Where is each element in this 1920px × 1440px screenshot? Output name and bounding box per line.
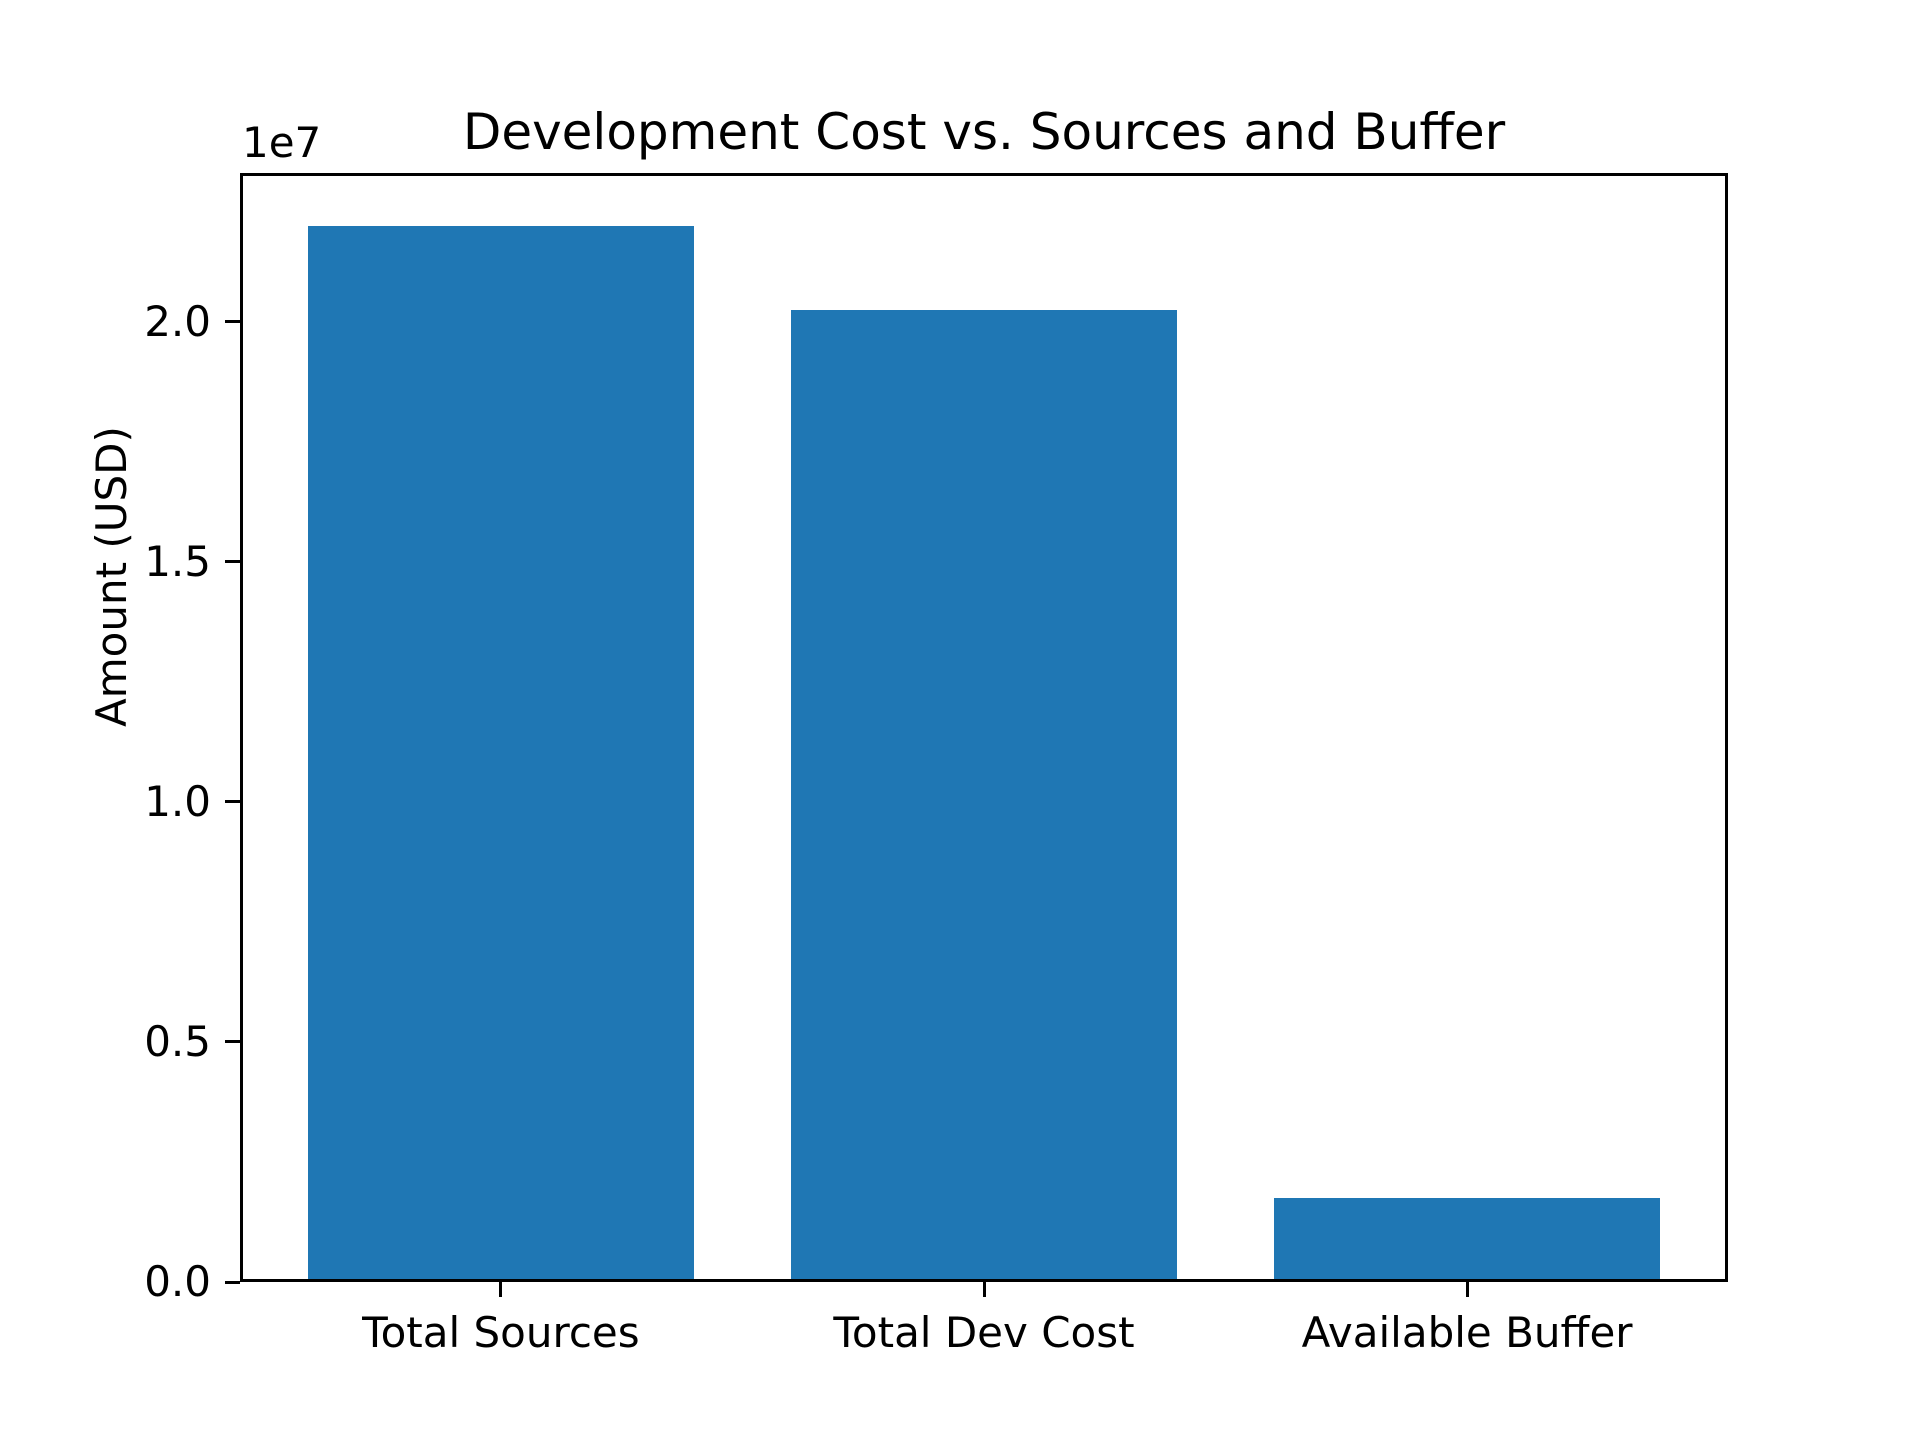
y-tick-mark [225,560,240,564]
bar-available-buffer [1273,1197,1661,1282]
x-tick-label-total-dev-cost: Total Dev Cost [833,1308,1135,1357]
y-tick-label: 0.5 [144,1016,211,1066]
y-tick-mark [225,320,240,324]
y-tick-label: 1.0 [144,776,211,826]
x-tick-mark [499,1282,503,1297]
bar-total-sources [307,225,695,1282]
x-tick-label-available-buffer: Available Buffer [1301,1308,1633,1357]
x-tick-label-total-sources: Total Sources [362,1308,640,1357]
x-tick-mark [982,1282,986,1297]
y-tick-label: 2.0 [144,296,211,346]
chart-title: Development Cost vs. Sources and Buffer [462,103,1506,161]
y-tick-label: 1.5 [144,536,211,586]
y-tick-label: 0.0 [144,1257,211,1306]
bar-total-dev-cost [790,309,1178,1282]
y-tick-mark [225,1040,240,1044]
x-tick-mark [1465,1282,1469,1297]
y-tick-mark [225,800,240,804]
y-axis-offset-text: 1e7 [242,118,322,167]
y-tick-mark [225,1280,240,1284]
